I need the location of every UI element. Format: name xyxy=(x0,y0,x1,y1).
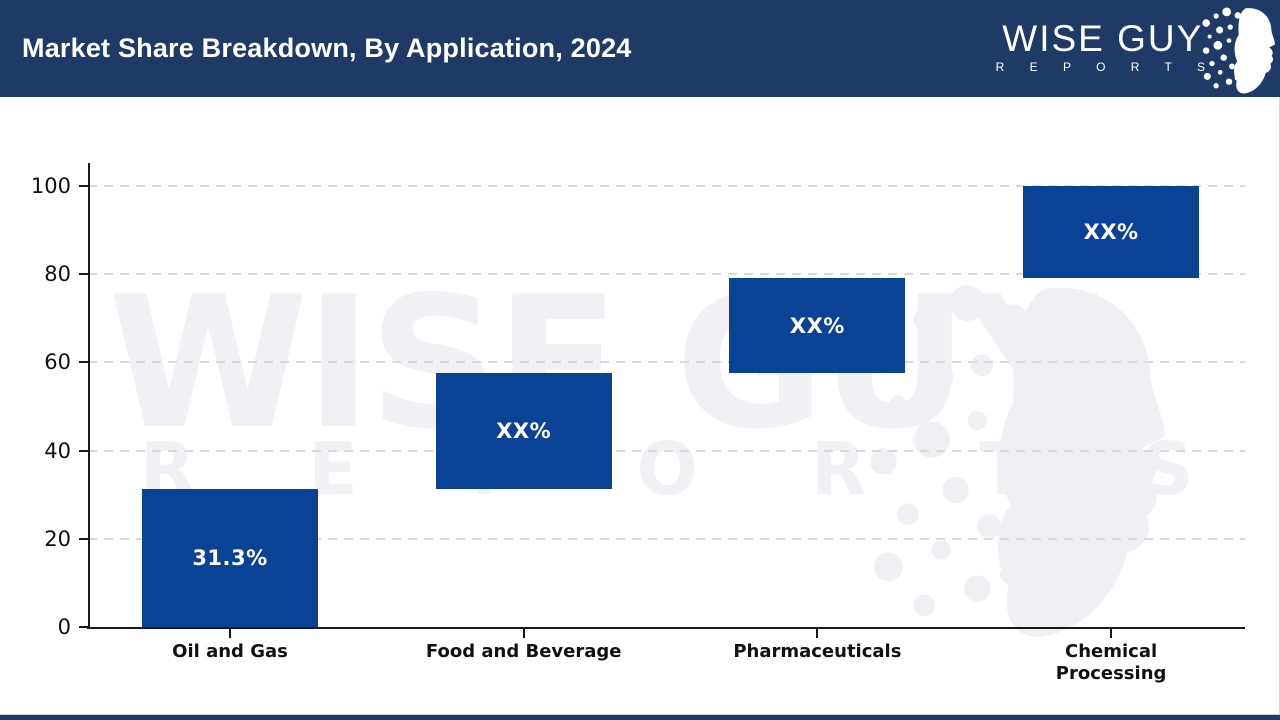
y-tick-mark xyxy=(79,537,88,540)
gridline xyxy=(88,449,1245,452)
x-tick-mark xyxy=(522,629,525,638)
x-axis xyxy=(87,627,1245,629)
brand-wordmark: WISE GUY R E P O R T S xyxy=(990,18,1216,74)
brand-face-icon xyxy=(1200,6,1278,94)
chart-area: WISE GUY R E P O R T S 02040608010031.3%… xyxy=(0,97,1280,714)
y-tick-label: 100 xyxy=(30,174,71,198)
gridline xyxy=(88,185,1245,187)
bar-value-label: XX% xyxy=(1083,220,1139,245)
y-axis xyxy=(88,163,90,629)
footer-divider xyxy=(0,714,1280,715)
y-tick-mark xyxy=(79,449,88,452)
gridline xyxy=(88,273,1245,276)
y-tick-mark xyxy=(79,626,88,628)
category-label: Oil and Gas xyxy=(172,641,288,662)
footer-strip xyxy=(0,715,1280,720)
y-tick-label: 60 xyxy=(44,350,71,375)
page-title: Market Share Breakdown, By Application, … xyxy=(22,33,632,63)
brand-logo: WISE GUY R E P O R T S xyxy=(996,4,1274,94)
y-tick-mark xyxy=(79,361,88,364)
brand-subtitle: R E P O R T S xyxy=(995,59,1216,74)
waterfall-bar: XX% xyxy=(435,372,612,489)
header-bar: Market Share Breakdown, By Application, … xyxy=(0,0,1280,97)
y-tick-label: 80 xyxy=(44,262,71,287)
x-tick-mark xyxy=(816,629,819,638)
waterfall-bar: XX% xyxy=(1023,186,1200,279)
waterfall-bar: XX% xyxy=(729,278,906,373)
category-label: Food and Beverage xyxy=(425,641,622,662)
bar-value-label: 31.3% xyxy=(192,545,268,570)
brand-name: WISE GUY xyxy=(1002,18,1204,59)
y-tick-label: 40 xyxy=(44,438,71,463)
y-tick-mark xyxy=(79,273,88,276)
y-tick-label: 0 xyxy=(57,615,71,639)
x-tick-mark xyxy=(229,629,231,638)
waterfall-bar: 31.3% xyxy=(142,488,318,627)
y-tick-mark xyxy=(79,185,88,187)
gridline xyxy=(88,537,1245,540)
x-tick-mark xyxy=(1110,629,1113,638)
watermark-face-icon xyxy=(862,225,1174,693)
y-tick-label: 20 xyxy=(44,526,71,551)
category-label: Pharmaceuticals xyxy=(733,641,902,662)
category-label: Chemical Processing xyxy=(1055,641,1167,684)
bar-value-label: XX% xyxy=(789,313,845,338)
bar-value-label: XX% xyxy=(496,418,552,443)
gridline xyxy=(88,361,1245,364)
